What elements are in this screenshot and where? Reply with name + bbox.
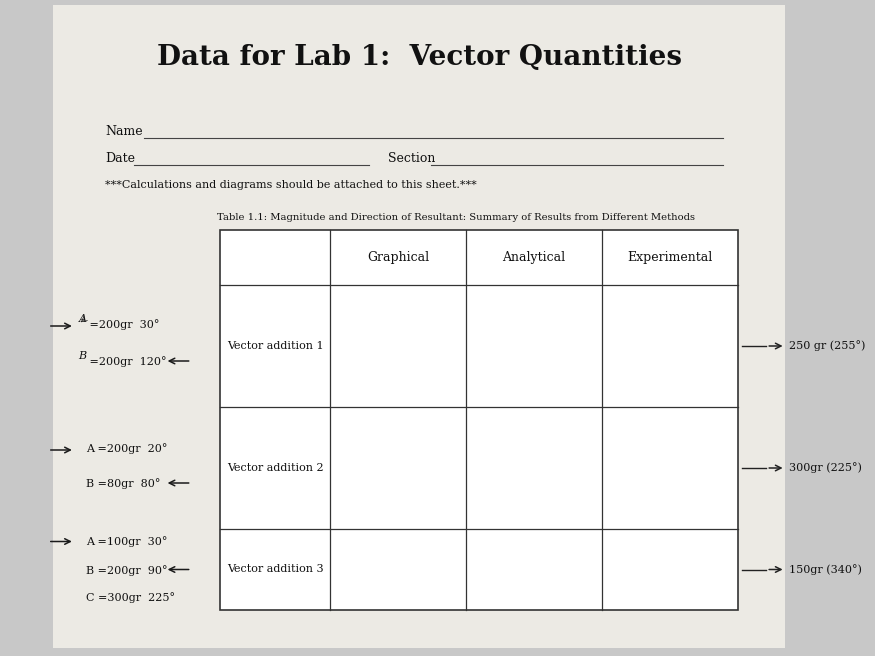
Text: Graphical: Graphical [368, 251, 430, 264]
Text: A: A [79, 314, 87, 324]
Text: Date: Date [105, 152, 136, 165]
Text: 250 gr (255°): 250 gr (255°) [789, 340, 865, 352]
Text: Vector addition 1: Vector addition 1 [228, 341, 324, 351]
Bar [220, 230, 738, 610]
Text: Vector addition 3: Vector addition 3 [228, 565, 324, 575]
Text: =200gr  30°: =200gr 30° [87, 319, 159, 331]
Bar [52, 5, 786, 648]
Text: Data for Lab 1:  Vector Quantities: Data for Lab 1: Vector Quantities [157, 43, 682, 70]
Text: C =300gr  225°: C =300gr 225° [87, 592, 175, 603]
Text: Table 1.1: Magnitude and Direction of Resultant: Summary of Results from Differe: Table 1.1: Magnitude and Direction of Re… [217, 213, 695, 222]
Text: Vector addition 2: Vector addition 2 [228, 463, 324, 473]
Text: =200gr  120°: =200gr 120° [87, 357, 167, 367]
Text: B: B [79, 351, 87, 361]
Text: 150gr (340°): 150gr (340°) [789, 564, 862, 575]
Text: B =80gr  80°: B =80gr 80° [87, 479, 161, 489]
Text: Analytical: Analytical [502, 251, 565, 264]
Text: Experimental: Experimental [627, 251, 712, 264]
Bar [220, 230, 738, 610]
Text: 300gr (225°): 300gr (225°) [789, 462, 862, 474]
Text: Section: Section [388, 152, 436, 165]
Text: Name: Name [105, 125, 143, 138]
Text: A =100gr  30°: A =100gr 30° [87, 536, 168, 547]
Text: B =200gr  90°: B =200gr 90° [87, 565, 168, 576]
Text: ***Calculations and diagrams should be attached to this sheet.***: ***Calculations and diagrams should be a… [105, 180, 477, 190]
Text: A =200gr  20°: A =200gr 20° [87, 443, 168, 455]
